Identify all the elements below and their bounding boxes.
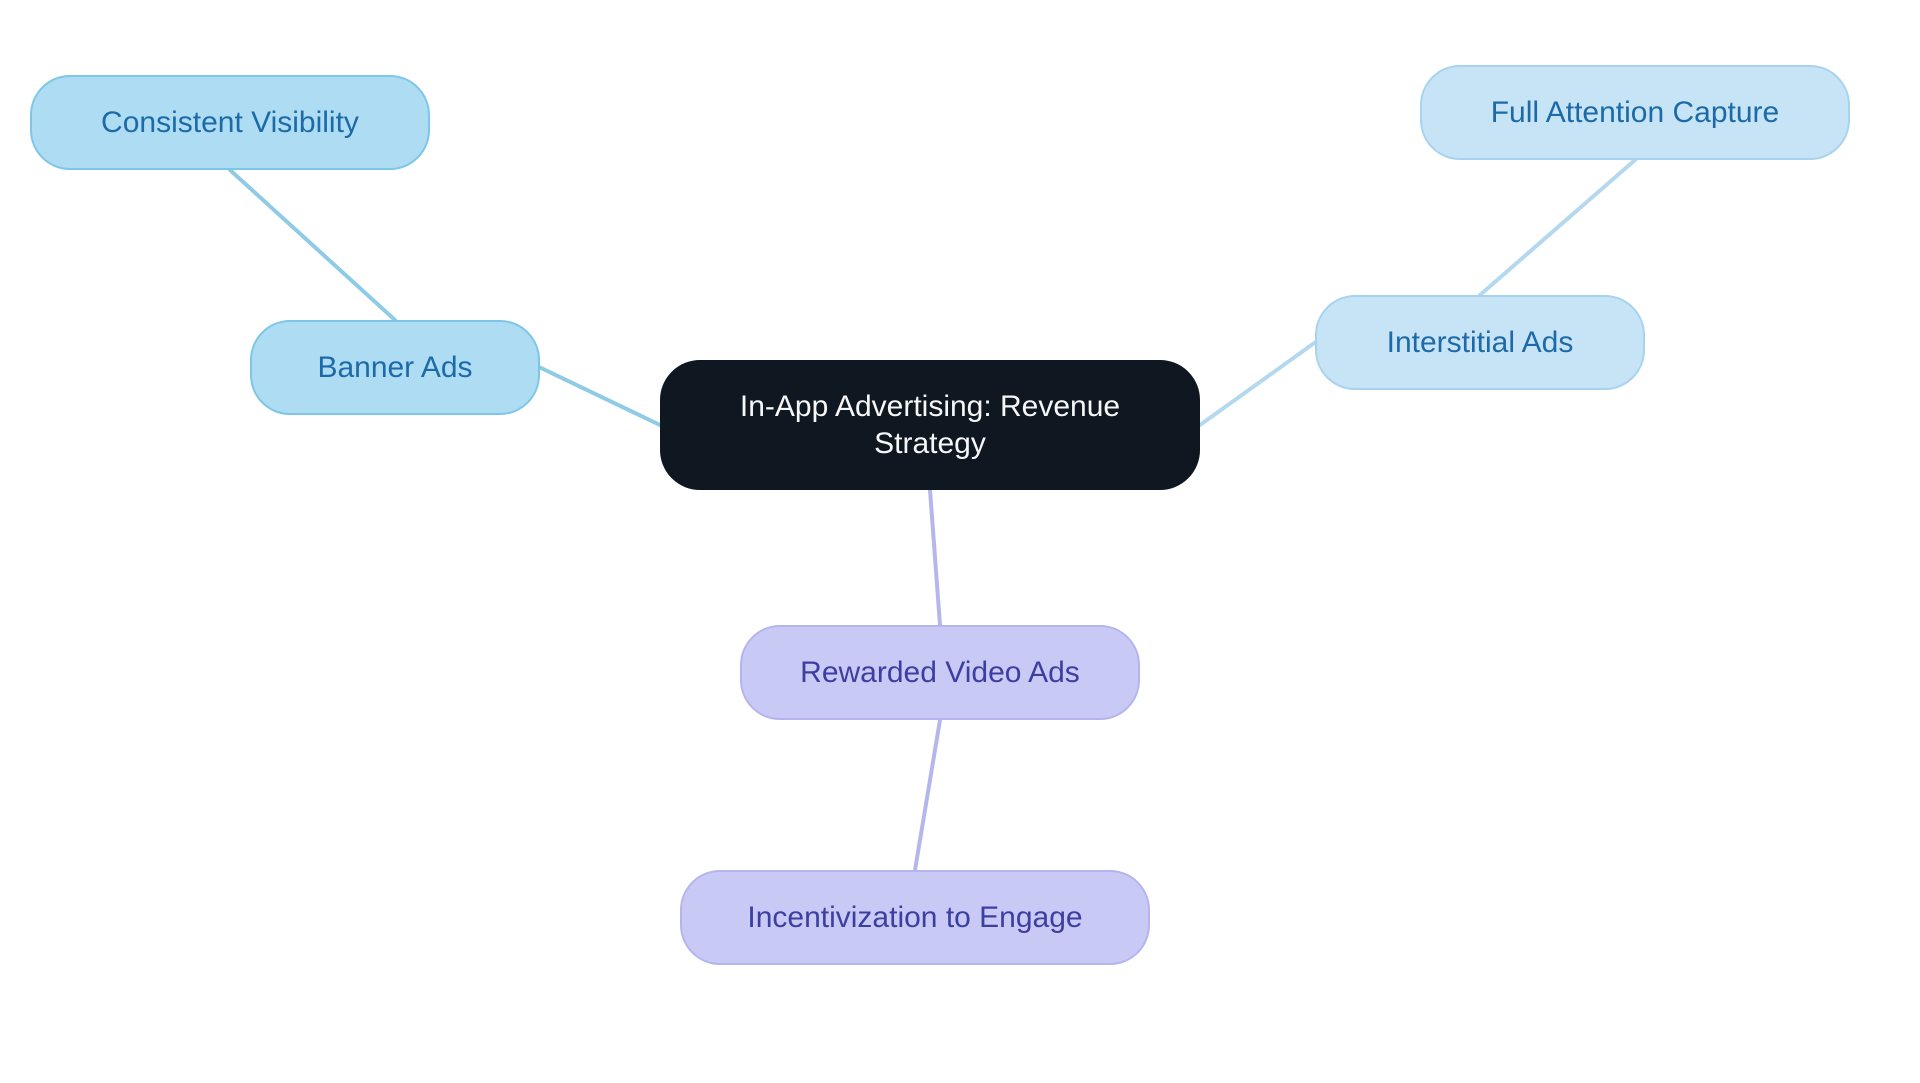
edge: [915, 720, 940, 870]
edge: [540, 368, 660, 426]
mindmap-canvas: In-App Advertising: Revenue Strategy Ban…: [0, 0, 1920, 1083]
node-interstitial-ads-label: Interstitial Ads: [1387, 324, 1574, 362]
node-full-attention-capture-label: Full Attention Capture: [1491, 94, 1780, 132]
node-banner-ads: Banner Ads: [250, 320, 540, 415]
edge: [230, 170, 395, 320]
edge: [1480, 160, 1635, 295]
edge: [930, 490, 940, 625]
node-incentivization-to-engage-label: Incentivization to Engage: [747, 899, 1082, 937]
node-banner-ads-label: Banner Ads: [317, 349, 472, 387]
node-rewarded-video-ads: Rewarded Video Ads: [740, 625, 1140, 720]
node-consistent-visibility-label: Consistent Visibility: [101, 104, 359, 142]
node-incentivization-to-engage: Incentivization to Engage: [680, 870, 1150, 965]
node-rewarded-video-ads-label: Rewarded Video Ads: [800, 654, 1080, 692]
node-center: In-App Advertising: Revenue Strategy: [660, 360, 1200, 490]
edge: [1200, 343, 1315, 426]
node-interstitial-ads: Interstitial Ads: [1315, 295, 1645, 390]
node-full-attention-capture: Full Attention Capture: [1420, 65, 1850, 160]
node-consistent-visibility: Consistent Visibility: [30, 75, 430, 170]
node-center-label: In-App Advertising: Revenue Strategy: [682, 388, 1178, 463]
